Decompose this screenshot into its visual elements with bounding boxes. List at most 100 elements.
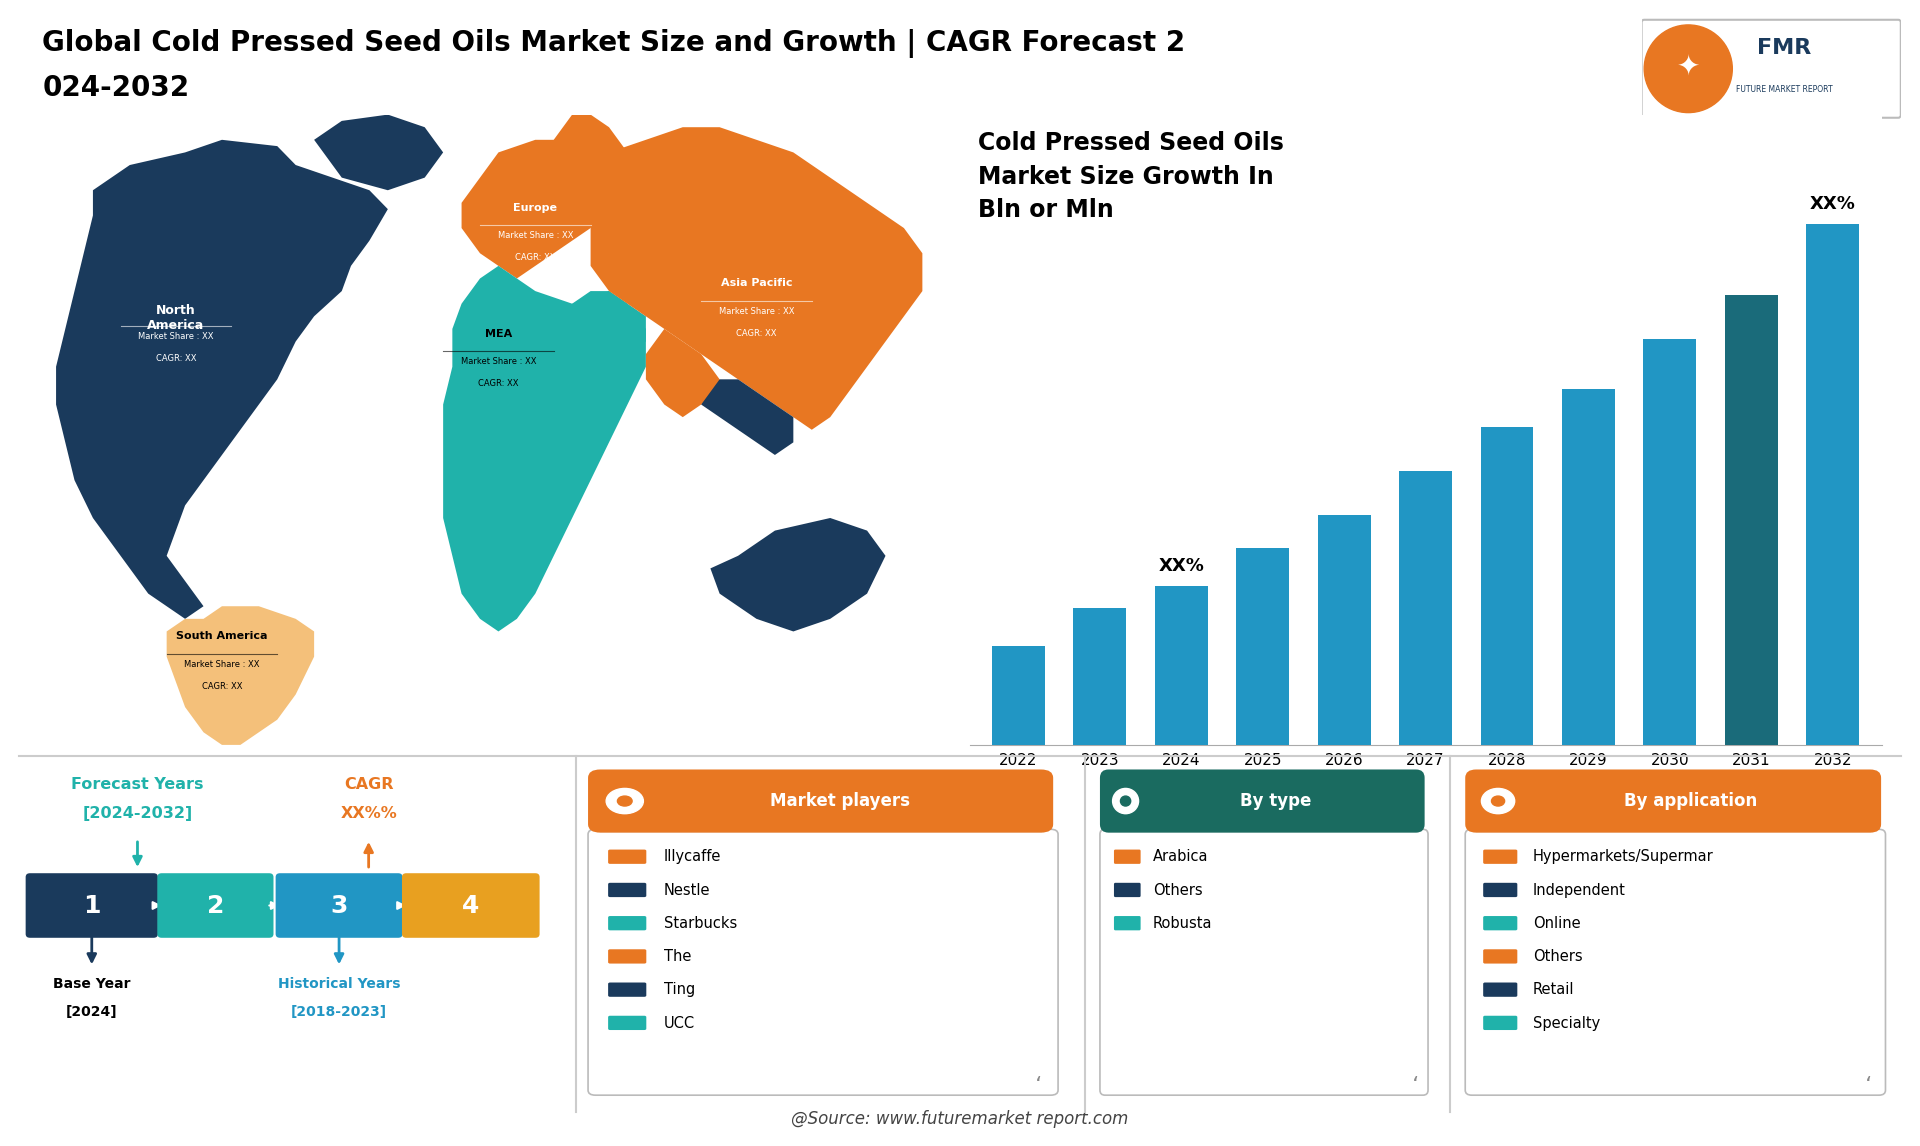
Bar bbox=[1317, 515, 1371, 745]
FancyBboxPatch shape bbox=[1482, 982, 1517, 997]
Polygon shape bbox=[315, 115, 444, 190]
Circle shape bbox=[607, 788, 643, 814]
Text: Asia Pacific: Asia Pacific bbox=[720, 278, 793, 289]
Text: Market Share : XX: Market Share : XX bbox=[461, 358, 536, 367]
Text: By application: By application bbox=[1624, 792, 1757, 810]
Text: 024-2032: 024-2032 bbox=[42, 74, 190, 102]
Text: @Source: www.futuremarket report.com: @Source: www.futuremarket report.com bbox=[791, 1109, 1129, 1128]
Text: Market Share : XX: Market Share : XX bbox=[184, 660, 259, 669]
FancyBboxPatch shape bbox=[609, 916, 647, 931]
Polygon shape bbox=[645, 329, 720, 417]
Text: North
America: North America bbox=[148, 304, 205, 331]
Text: Retail: Retail bbox=[1532, 982, 1574, 997]
FancyBboxPatch shape bbox=[1482, 916, 1517, 931]
Text: ✦: ✦ bbox=[1676, 53, 1699, 80]
FancyBboxPatch shape bbox=[276, 873, 403, 937]
Text: Market players: Market players bbox=[770, 792, 910, 810]
Text: CAGR: XX: CAGR: XX bbox=[515, 253, 555, 262]
Text: MEA: MEA bbox=[486, 329, 513, 339]
FancyBboxPatch shape bbox=[1114, 882, 1140, 897]
Bar bbox=[1807, 225, 1859, 745]
Bar bbox=[1154, 586, 1208, 745]
Text: CAGR: CAGR bbox=[344, 777, 394, 792]
Text: [2018-2023]: [2018-2023] bbox=[292, 1005, 388, 1019]
Text: Independent: Independent bbox=[1532, 882, 1626, 897]
Text: Nestle: Nestle bbox=[664, 882, 710, 897]
Circle shape bbox=[1482, 788, 1515, 814]
Text: Market Share : XX: Market Share : XX bbox=[138, 332, 213, 342]
FancyBboxPatch shape bbox=[609, 949, 647, 964]
Bar bbox=[1563, 388, 1615, 745]
Text: XX%: XX% bbox=[1158, 557, 1204, 575]
FancyBboxPatch shape bbox=[1482, 849, 1517, 864]
Text: By type: By type bbox=[1240, 792, 1311, 810]
Text: The: The bbox=[664, 949, 691, 964]
Text: CAGR: XX: CAGR: XX bbox=[156, 354, 196, 363]
Text: XX%: XX% bbox=[1811, 195, 1857, 213]
Text: CAGR: XX: CAGR: XX bbox=[202, 682, 242, 691]
FancyBboxPatch shape bbox=[157, 873, 273, 937]
Bar bbox=[1236, 548, 1288, 745]
Text: ,: , bbox=[1033, 1072, 1039, 1092]
Bar bbox=[993, 646, 1044, 745]
Polygon shape bbox=[572, 291, 645, 354]
FancyBboxPatch shape bbox=[1114, 916, 1140, 931]
Circle shape bbox=[1121, 796, 1131, 806]
Bar bbox=[1724, 296, 1778, 745]
Text: XX%%: XX%% bbox=[340, 806, 397, 821]
Text: Others: Others bbox=[1532, 949, 1582, 964]
Polygon shape bbox=[701, 379, 793, 455]
Text: Historical Years: Historical Years bbox=[278, 976, 401, 991]
Text: Base Year: Base Year bbox=[54, 976, 131, 991]
FancyBboxPatch shape bbox=[1482, 1015, 1517, 1030]
Polygon shape bbox=[167, 606, 315, 745]
Text: South America: South America bbox=[177, 631, 267, 642]
Text: 1: 1 bbox=[83, 894, 100, 918]
Text: ,: , bbox=[1409, 1072, 1417, 1092]
Circle shape bbox=[1492, 796, 1505, 806]
FancyBboxPatch shape bbox=[1114, 849, 1140, 864]
Text: CAGR: XX: CAGR: XX bbox=[735, 329, 778, 338]
Text: Online: Online bbox=[1532, 916, 1580, 931]
Text: Forecast Years: Forecast Years bbox=[71, 777, 204, 792]
FancyBboxPatch shape bbox=[588, 769, 1054, 833]
Text: 3: 3 bbox=[330, 894, 348, 918]
FancyBboxPatch shape bbox=[609, 849, 647, 864]
Text: 2: 2 bbox=[207, 894, 225, 918]
Bar bbox=[1644, 339, 1697, 745]
Bar bbox=[1400, 471, 1452, 745]
Text: Hypermarkets/Supermar: Hypermarkets/Supermar bbox=[1532, 849, 1715, 864]
Bar bbox=[1073, 607, 1127, 745]
Polygon shape bbox=[444, 266, 645, 631]
FancyBboxPatch shape bbox=[609, 882, 647, 897]
Text: UCC: UCC bbox=[664, 1015, 695, 1030]
Text: Arabica: Arabica bbox=[1152, 849, 1208, 864]
Text: Global Cold Pressed Seed Oils Market Size and Growth | CAGR Forecast 2: Global Cold Pressed Seed Oils Market Siz… bbox=[42, 29, 1185, 57]
FancyBboxPatch shape bbox=[25, 873, 157, 937]
Circle shape bbox=[1644, 25, 1732, 112]
Circle shape bbox=[618, 796, 632, 806]
Polygon shape bbox=[591, 127, 922, 430]
FancyBboxPatch shape bbox=[1465, 769, 1882, 833]
Text: FMR: FMR bbox=[1757, 38, 1811, 58]
Text: Market Share : XX: Market Share : XX bbox=[497, 231, 572, 241]
Bar bbox=[1480, 427, 1534, 745]
Text: FUTURE MARKET REPORT: FUTURE MARKET REPORT bbox=[1736, 85, 1832, 94]
Text: Europe: Europe bbox=[513, 203, 557, 213]
Text: Others: Others bbox=[1152, 882, 1202, 897]
Polygon shape bbox=[461, 140, 628, 278]
Text: Starbucks: Starbucks bbox=[664, 916, 737, 931]
Text: ,: , bbox=[1862, 1072, 1870, 1092]
FancyBboxPatch shape bbox=[609, 1015, 647, 1030]
Text: [2024]: [2024] bbox=[65, 1005, 117, 1019]
Polygon shape bbox=[553, 115, 628, 190]
FancyBboxPatch shape bbox=[401, 873, 540, 937]
Polygon shape bbox=[710, 518, 885, 631]
FancyBboxPatch shape bbox=[609, 982, 647, 997]
FancyBboxPatch shape bbox=[1100, 769, 1425, 833]
Text: Specialty: Specialty bbox=[1532, 1015, 1601, 1030]
Text: Ting: Ting bbox=[664, 982, 695, 997]
Text: 4: 4 bbox=[463, 894, 480, 918]
Text: Cold Pressed Seed Oils
Market Size Growth In
Bln or Mln: Cold Pressed Seed Oils Market Size Growt… bbox=[977, 131, 1284, 222]
Circle shape bbox=[1112, 788, 1139, 814]
